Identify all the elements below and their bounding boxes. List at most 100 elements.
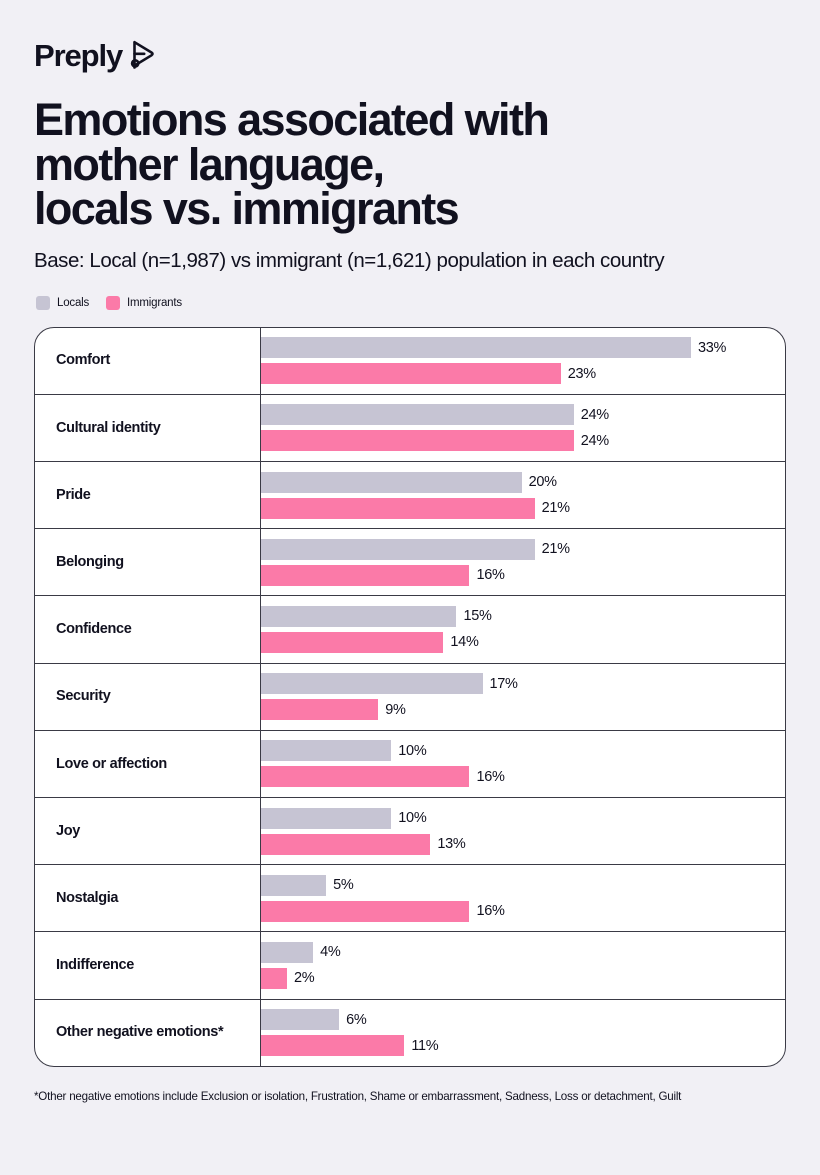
- row-category-label: Cultural identity: [56, 419, 161, 436]
- bar-line-immigrants: 16%: [261, 564, 775, 586]
- row-category-label: Other negative emotions*: [56, 1024, 224, 1041]
- page-title: Emotions associated with mother language…: [34, 94, 550, 235]
- chart-row: Pride 20% 21%: [35, 462, 785, 530]
- row-bars-cell: 10% 16%: [261, 731, 785, 797]
- bar-line-locals: 20%: [261, 471, 775, 493]
- row-category-label: Security: [56, 688, 111, 705]
- bar-locals: [261, 673, 483, 695]
- bar-locals: [261, 1009, 340, 1031]
- bar-line-immigrants: 11%: [261, 1035, 775, 1057]
- page-subtitle: Base: Local (n=1,987) vs immigrant (n=1,…: [34, 248, 665, 272]
- bar-locals: [261, 404, 574, 426]
- bar-line-locals: 15%: [261, 605, 775, 627]
- bar-value-immigrants: 2%: [294, 970, 315, 987]
- chart-row: Confidence 15% 14%: [35, 596, 785, 664]
- chart-row: Other negative emotions* 6% 11%: [35, 999, 785, 1066]
- row-category-label: Joy: [56, 822, 80, 839]
- row-bars-cell: 6% 11%: [261, 1000, 785, 1066]
- bar-immigrants: [261, 833, 431, 855]
- bar-value-locals: 4%: [320, 944, 341, 961]
- legend-swatch-immigrants: [106, 295, 121, 310]
- bar-value-locals: 10%: [398, 742, 427, 759]
- row-label-cell: Indifference: [35, 932, 261, 999]
- bar-locals: [261, 337, 691, 359]
- bar-immigrants: [261, 766, 470, 788]
- bar-immigrants: [261, 900, 470, 922]
- bar-value-locals: 33%: [698, 339, 727, 356]
- row-bars-cell: 15% 14%: [261, 596, 785, 662]
- row-bars-cell: 4% 2%: [261, 932, 785, 998]
- row-label-cell: Comfort: [35, 327, 261, 394]
- footnote: *Other negative emotions include Exclusi…: [34, 1089, 682, 1103]
- bar-line-immigrants: 21%: [261, 497, 775, 519]
- bar-line-locals: 4%: [261, 941, 775, 963]
- chart-row: Cultural identity 24% 24%: [35, 394, 785, 463]
- bar-value-immigrants: 11%: [411, 1037, 439, 1054]
- bar-immigrants: [261, 699, 379, 721]
- preply-play-bubble-icon: [127, 39, 157, 71]
- bar-line-locals: 33%: [261, 337, 775, 359]
- bar-immigrants: [261, 564, 470, 586]
- bar-value-immigrants: 24%: [580, 432, 609, 449]
- row-bars-cell: 24% 24%: [261, 395, 785, 461]
- row-category-label: Belonging: [56, 553, 124, 570]
- bar-value-locals: 20%: [528, 474, 557, 491]
- chart-row: Comfort 33% 23%: [35, 327, 785, 395]
- row-label-cell: Belonging: [35, 529, 261, 596]
- bar-line-immigrants: 2%: [261, 967, 775, 989]
- bar-value-locals: 5%: [333, 877, 354, 894]
- bar-value-immigrants: 16%: [476, 903, 505, 920]
- row-bars-cell: 33% 23%: [261, 328, 785, 394]
- bar-locals: [261, 605, 457, 627]
- brand-logo: Preply: [34, 34, 786, 76]
- bar-value-locals: 17%: [489, 675, 518, 692]
- bar-immigrants: [261, 430, 574, 452]
- bar-line-immigrants: 16%: [261, 766, 775, 788]
- legend-swatch-locals: [36, 295, 50, 310]
- row-bars-cell: 21% 16%: [261, 529, 785, 595]
- row-label-cell: Security: [35, 663, 261, 730]
- row-label-cell: Cultural identity: [35, 394, 261, 462]
- bar-locals: [261, 471, 522, 493]
- bar-line-immigrants: 23%: [261, 363, 775, 385]
- legend-item-immigrants: Immigrants: [106, 295, 182, 310]
- bar-locals: [261, 807, 392, 829]
- legend-label-immigrants: Immigrants: [127, 296, 182, 309]
- bar-line-locals: 21%: [261, 538, 775, 560]
- bar-value-locals: 15%: [463, 608, 492, 625]
- bar-immigrants: [261, 497, 535, 519]
- chart-row: Joy 10% 13%: [35, 797, 785, 866]
- row-bars-cell: 10% 13%: [261, 798, 785, 864]
- bar-line-immigrants: 16%: [261, 900, 775, 922]
- chart-row: Belonging 21% 16%: [35, 529, 785, 597]
- row-label-cell: Joy: [35, 797, 261, 865]
- bar-value-immigrants: 9%: [385, 701, 406, 718]
- bar-line-locals: 24%: [261, 404, 775, 426]
- bar-line-locals: 17%: [261, 673, 775, 695]
- chart-row: Love or affection 10% 16%: [35, 730, 785, 798]
- bar-immigrants: [261, 967, 288, 989]
- bar-line-locals: 10%: [261, 807, 775, 829]
- bar-immigrants: [261, 363, 561, 385]
- row-label-cell: Other negative emotions*: [35, 999, 261, 1066]
- row-category-label: Indifference: [56, 957, 134, 974]
- chart-row: Indifference 4% 2%: [35, 932, 785, 1000]
- bar-immigrants: [261, 631, 444, 653]
- bar-value-locals: 6%: [346, 1011, 367, 1028]
- bar-line-locals: 6%: [261, 1009, 775, 1031]
- row-label-cell: Confidence: [35, 596, 261, 663]
- row-bars-cell: 17% 9%: [261, 664, 785, 730]
- bar-value-immigrants: 16%: [476, 768, 505, 785]
- bar-locals: [261, 538, 535, 560]
- bar-chart: Comfort 33% 23% Cultural identity 24% 24% Prid…: [34, 326, 786, 1067]
- row-category-label: Nostalgia: [56, 889, 119, 906]
- bar-value-immigrants: 16%: [476, 567, 505, 584]
- bar-line-locals: 5%: [261, 874, 775, 896]
- bar-locals: [261, 874, 327, 896]
- chart-row: Security 17% 9%: [35, 663, 785, 731]
- row-label-cell: Nostalgia: [35, 865, 261, 932]
- brand-name: Preply: [34, 37, 123, 73]
- bar-line-immigrants: 13%: [261, 833, 775, 855]
- bar-line-immigrants: 9%: [261, 699, 775, 721]
